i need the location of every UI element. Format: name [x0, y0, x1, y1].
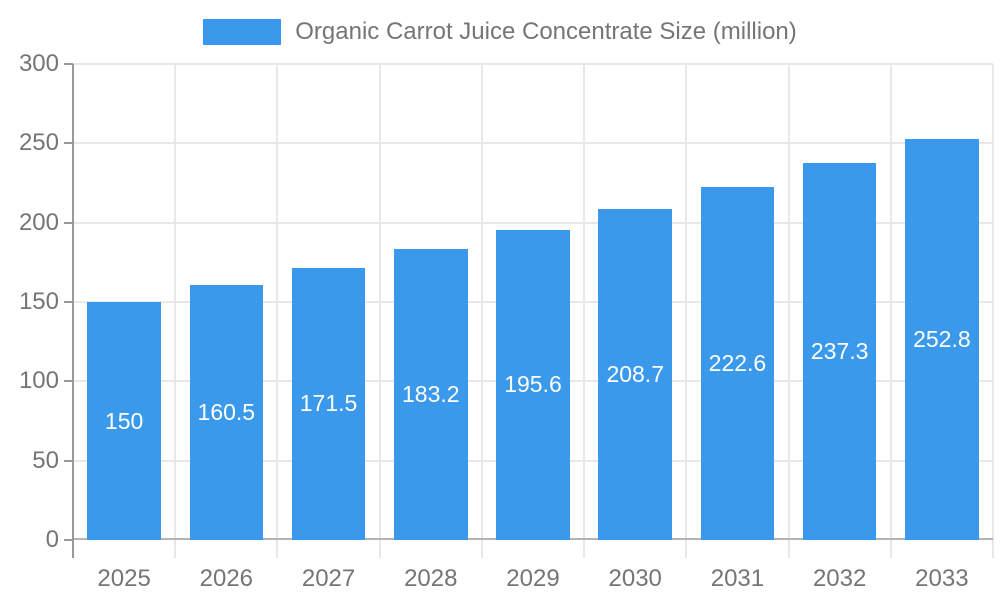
bar-2029[interactable]: 195.6	[496, 229, 570, 540]
x-tick-label-2033: 2033	[915, 565, 969, 592]
bar-value-label-2027: 171.5	[299, 390, 358, 417]
legend[interactable]: Organic Carrot Juice Concentrate Size (m…	[0, 16, 1000, 48]
x-tick-label-2026: 2026	[199, 565, 254, 592]
bar-2026[interactable]: 160.5	[189, 285, 264, 540]
bar-2033[interactable]: 252.8	[905, 138, 979, 540]
y-tick-label-50: 50	[32, 446, 59, 474]
x-tick-label-2028: 2028	[404, 565, 458, 592]
x-tick-label-2025: 2025	[97, 565, 151, 592]
gridline-y-250	[73, 142, 993, 145]
bar-value-label-2028: 183.2	[401, 381, 460, 408]
gridline-x-8	[889, 64, 892, 558]
gridline-y-300	[73, 63, 993, 65]
y-tick-250	[64, 142, 73, 145]
bar-2031[interactable]: 222.6	[700, 186, 775, 540]
bar-2032[interactable]: 237.3	[802, 163, 877, 540]
bar-2028[interactable]: 183.2	[393, 249, 468, 540]
legend-label: Organic Carrot Juice Concentrate Size (m…	[295, 18, 797, 45]
x-tick-label-2030: 2030	[608, 565, 662, 592]
gridline-x-7	[787, 64, 790, 558]
bar-value-label-2029: 195.6	[504, 371, 562, 398]
gridline-x-6	[685, 64, 688, 558]
gridline-x-3	[378, 64, 381, 558]
y-tick-label-100: 100	[18, 367, 59, 395]
bar-value-label-2026: 160.5	[197, 399, 256, 426]
bar-value-label-2030: 208.7	[606, 360, 664, 387]
y-tick-0	[64, 539, 73, 541]
y-tick-300	[64, 63, 73, 65]
y-tick-label-250: 250	[18, 129, 59, 157]
bar-2027[interactable]: 171.5	[291, 267, 366, 540]
gridline-x-1	[174, 64, 177, 558]
x-tick-label-2032: 2032	[812, 565, 867, 592]
y-tick-label-200: 200	[18, 208, 59, 236]
plot-area: 0 50 100 150 200 250 300 150 2025 160.5 2026 171.5 2…	[19, 51, 994, 592]
legend-swatch-icon	[203, 19, 282, 45]
x-tick-label-2031: 2031	[710, 565, 765, 592]
y-axis-line	[72, 64, 74, 558]
gridline-x-5	[583, 64, 586, 558]
y-tick-200	[64, 221, 73, 224]
y-tick-label-300: 300	[18, 50, 59, 77]
y-tick-label-150: 150	[18, 288, 59, 315]
gridline-x-9	[992, 64, 994, 558]
bar-2030[interactable]: 208.7	[598, 208, 673, 540]
y-tick-100	[64, 380, 73, 383]
bar-value-label-2032: 237.3	[810, 338, 869, 365]
gridline-y-200	[73, 221, 993, 224]
y-tick-label-0: 0	[45, 526, 59, 553]
gridline-x-2	[276, 64, 279, 558]
y-tick-150	[64, 301, 73, 303]
gridline-x-4	[480, 64, 483, 558]
bar-2025[interactable]: 150	[87, 302, 161, 540]
x-tick-label-2029: 2029	[506, 565, 560, 592]
bar-value-label-2033: 252.8	[913, 325, 971, 352]
bar-value-label-2031: 222.6	[708, 349, 767, 376]
y-tick-50	[64, 459, 73, 462]
x-tick-label-2027: 2027	[301, 565, 356, 592]
bar-value-label-2025: 150	[104, 407, 144, 434]
